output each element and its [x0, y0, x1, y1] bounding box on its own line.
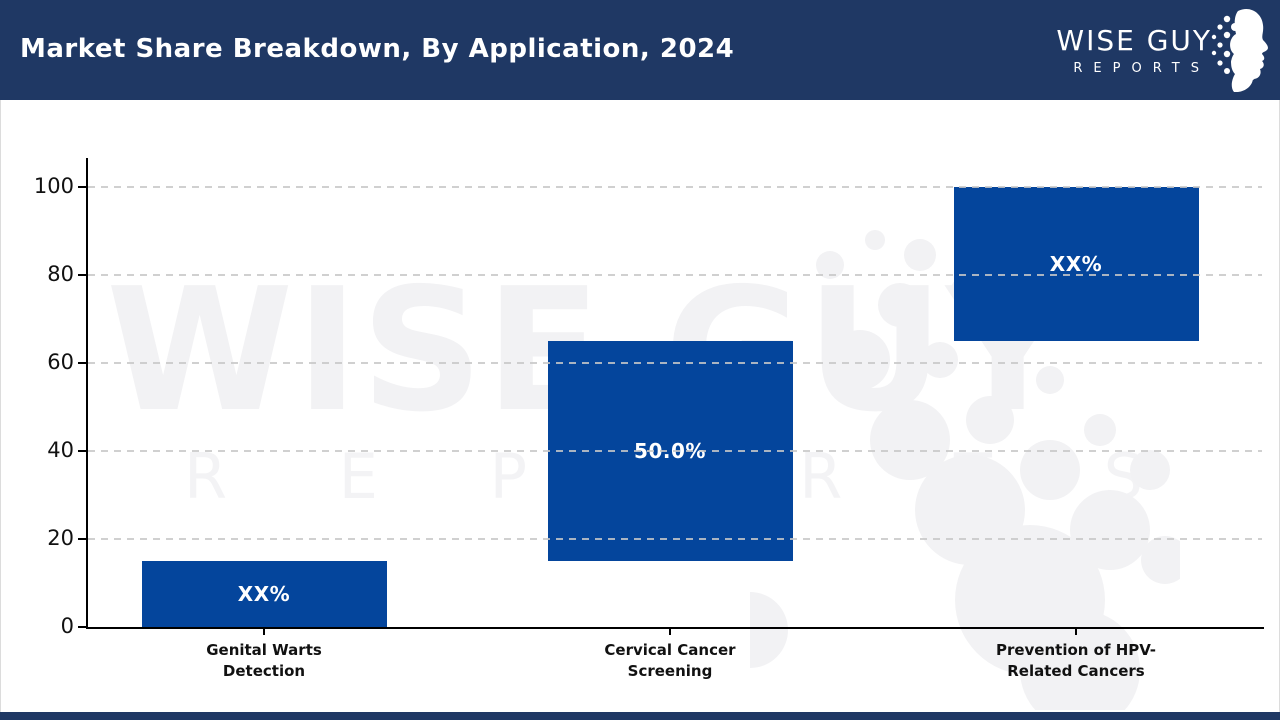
- y-tick-label: 0: [60, 614, 74, 638]
- gridline: [88, 362, 1262, 364]
- gridline: [88, 450, 1262, 452]
- gridline: [88, 274, 1262, 276]
- x-category-label: Prevention of HPV- Related Cancers: [995, 641, 1157, 680]
- y-tick-mark: [78, 186, 86, 188]
- brand-logo: WISE GUY REPORTS: [1030, 0, 1280, 100]
- y-tick-mark: [78, 274, 86, 276]
- y-tick-label: 60: [47, 350, 74, 374]
- footer-bar: [0, 712, 1280, 720]
- x-category-label: Cervical Cancer Screening: [604, 641, 736, 680]
- x-tick-mark: [669, 629, 671, 635]
- x-tick-mark: [263, 629, 265, 635]
- logo-subtitle: REPORTS: [1073, 61, 1210, 76]
- page-title: Market Share Breakdown, By Application, …: [20, 34, 735, 64]
- x-category-label: Genital Warts Detection: [206, 641, 322, 680]
- y-tick-mark: [78, 450, 86, 452]
- bar-value-label: XX%: [1049, 252, 1103, 276]
- bar: XX%: [141, 561, 387, 627]
- gridline: [88, 538, 1262, 540]
- y-tick-mark: [78, 626, 86, 628]
- gridline: [88, 186, 1262, 188]
- y-tick-label: 40: [47, 438, 74, 462]
- header-bar: Market Share Breakdown, By Application, …: [0, 0, 1280, 100]
- bar: XX%: [953, 187, 1199, 341]
- y-tick-mark: [78, 538, 86, 540]
- x-tick-mark: [1075, 629, 1077, 635]
- bar-value-label: XX%: [237, 582, 291, 606]
- y-tick-mark: [78, 362, 86, 364]
- y-tick-label: 80: [47, 262, 74, 286]
- y-tick-label: 20: [47, 526, 74, 550]
- x-axis-spine: [86, 627, 1264, 629]
- logo-face-icon: [1211, 8, 1268, 92]
- y-axis-spine: [86, 158, 88, 629]
- y-tick-label: 100: [33, 174, 74, 198]
- logo-wordmark: WISE GUY: [1056, 24, 1212, 57]
